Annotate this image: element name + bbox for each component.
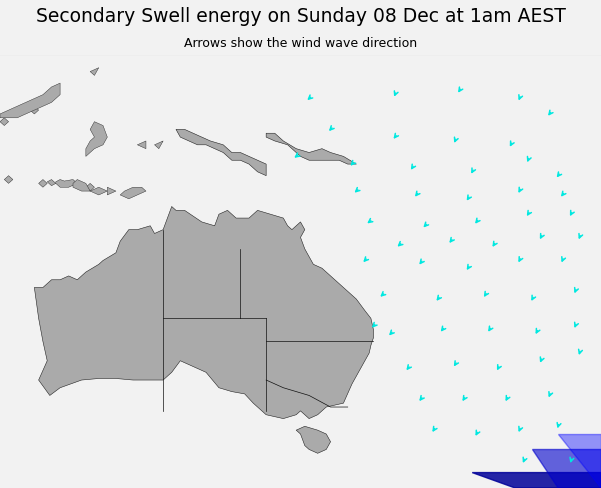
Text: Arrows show the wind wave direction: Arrows show the wind wave direction bbox=[184, 37, 417, 50]
Polygon shape bbox=[532, 449, 601, 488]
Polygon shape bbox=[558, 434, 601, 488]
Polygon shape bbox=[472, 472, 601, 488]
Text: Secondary Swell energy on Sunday 08 Dec at 1am AEST: Secondary Swell energy on Sunday 08 Dec … bbox=[35, 7, 566, 26]
